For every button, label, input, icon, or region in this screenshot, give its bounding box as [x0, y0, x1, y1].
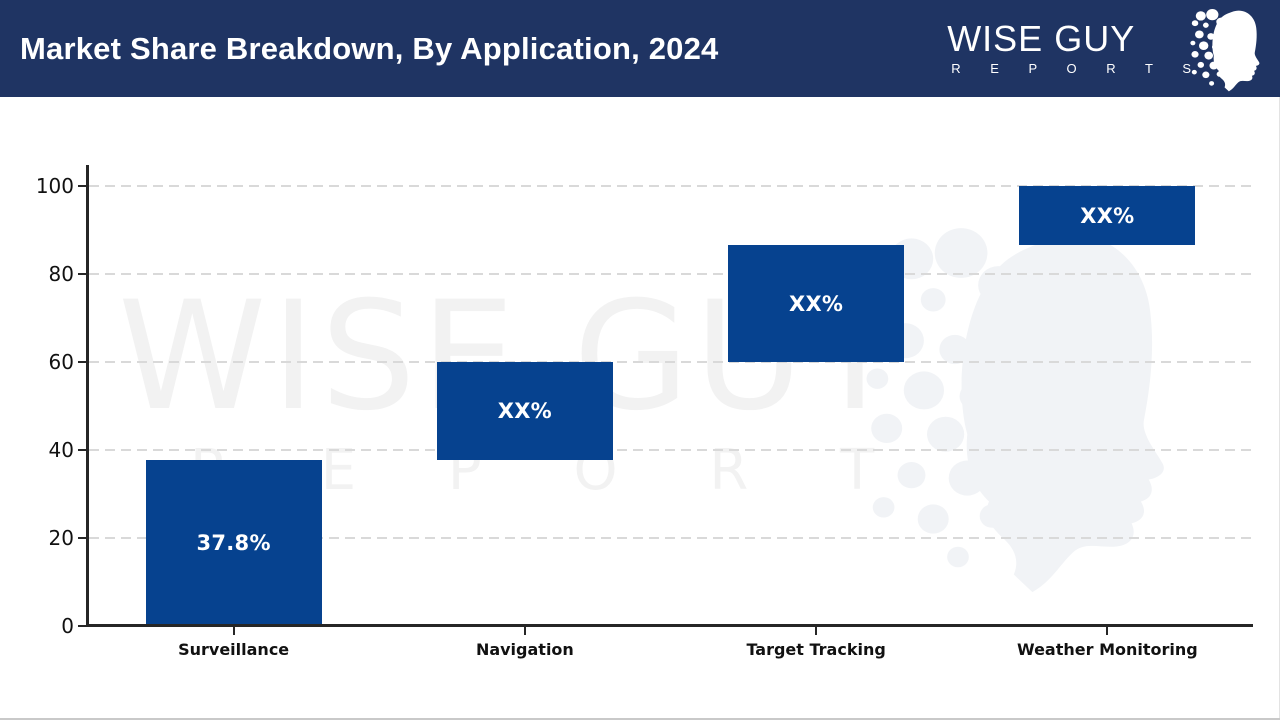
y-tick-label: 60 [48, 350, 74, 374]
x-tick-mark [1106, 627, 1109, 635]
page-title: Market Share Breakdown, By Application, … [20, 30, 719, 66]
brand-logo: WISE GUY R E P O R T S [947, 6, 1262, 92]
watermark-dot-face-icon [865, 215, 1175, 595]
x-tick-mark [232, 627, 235, 635]
y-axis-line [86, 165, 89, 627]
x-tick-label: Navigation [475, 640, 574, 659]
bar: XX% [728, 245, 905, 362]
header: Market Share Breakdown, By Application, … [0, 0, 1280, 97]
y-tick-label: 0 [61, 614, 74, 638]
x-tick-label: Target Tracking [746, 640, 886, 659]
bar: XX% [436, 362, 613, 460]
y-tick-mark [78, 273, 86, 275]
bar: 37.8% [145, 459, 322, 626]
x-tick-label: Surveillance [178, 640, 290, 659]
bar-value-label: XX% [788, 291, 844, 316]
x-axis-line [86, 624, 1253, 627]
y-tick-label: 40 [48, 438, 74, 462]
x-tick-label: Weather Monitoring [1017, 640, 1198, 659]
bar: XX% [1019, 186, 1196, 246]
bar-value-label: XX% [497, 398, 553, 423]
logo-wordmark: WISE GUY R E P O R T S [947, 18, 1204, 77]
y-tick-mark [78, 449, 86, 451]
chart-canvas: WISE GUY R E P O R T S 0 20 40 60 80 100 37.8%… [0, 97, 1280, 720]
x-tick-mark [523, 627, 526, 635]
y-tick-label: 80 [48, 262, 74, 286]
dot-face-icon [1190, 6, 1262, 92]
gridline [89, 361, 1253, 363]
gridline [89, 537, 1253, 539]
bar-value-label: 37.8% [196, 530, 271, 555]
y-tick-mark [78, 361, 86, 363]
y-tick-mark [78, 537, 86, 539]
y-tick-label: 20 [48, 526, 74, 550]
gridline [89, 449, 1253, 451]
y-tick-label: 100 [35, 174, 74, 198]
y-tick-mark [78, 185, 86, 187]
gridline [89, 185, 1253, 187]
y-tick-mark [78, 625, 86, 627]
logo-wordmark-text: WISE GUY [947, 18, 1136, 59]
gridline [89, 273, 1253, 275]
x-tick-mark [815, 627, 818, 635]
bar-value-label: XX% [1080, 203, 1135, 228]
logo-subtext: R E P O R T S [951, 61, 1204, 76]
